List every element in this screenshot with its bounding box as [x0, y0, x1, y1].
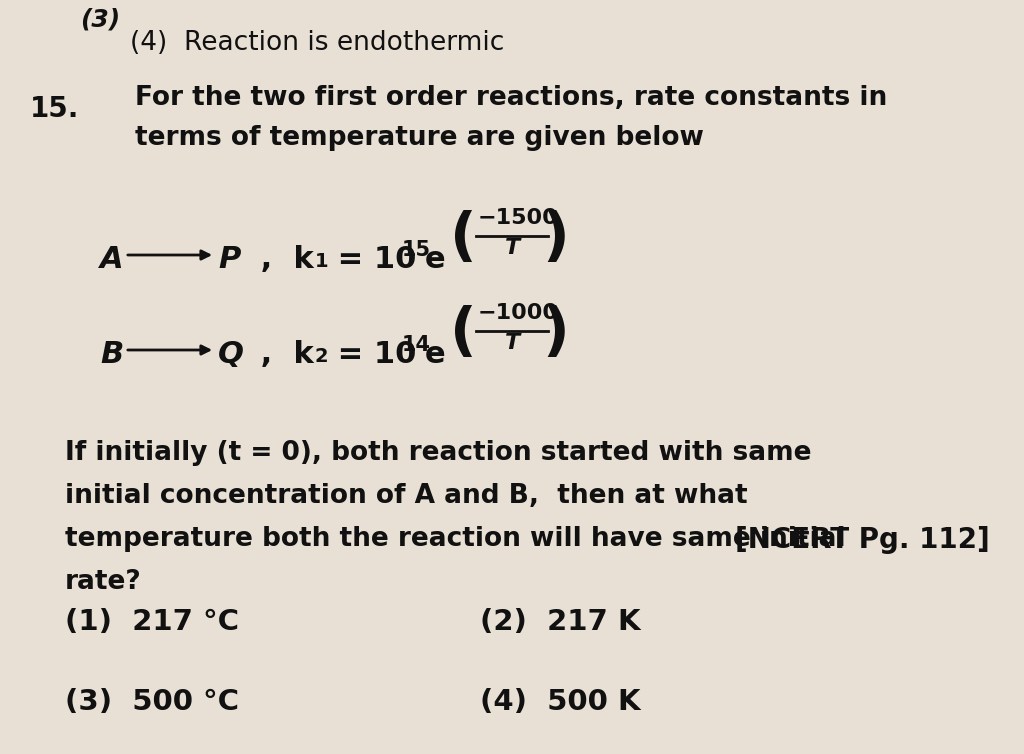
Text: B: B — [100, 340, 123, 369]
Text: (1)  217 °C: (1) 217 °C — [65, 608, 239, 636]
Text: temperature both the reaction will have same initial: temperature both the reaction will have … — [65, 526, 846, 552]
Text: ): ) — [542, 210, 568, 267]
Text: −1500: −1500 — [478, 208, 559, 228]
Text: T: T — [505, 238, 520, 258]
Text: terms of temperature are given below: terms of temperature are given below — [135, 125, 703, 151]
Text: 2: 2 — [315, 347, 329, 366]
Text: P: P — [218, 245, 241, 274]
Text: A: A — [100, 245, 124, 274]
Text: T: T — [505, 333, 520, 353]
Text: (4)  500 K: (4) 500 K — [480, 688, 640, 716]
Text: 15.: 15. — [30, 95, 80, 123]
Text: (: ( — [450, 305, 477, 362]
Text: e: e — [425, 340, 445, 369]
Text: If initially (t = 0), both reaction started with same: If initially (t = 0), both reaction star… — [65, 440, 811, 466]
Text: (3)  500 °C: (3) 500 °C — [65, 688, 239, 716]
Text: 14: 14 — [402, 335, 431, 355]
Text: Q: Q — [218, 340, 244, 369]
Text: 1: 1 — [315, 252, 329, 271]
Text: 15: 15 — [402, 240, 431, 260]
Text: ,  k: , k — [250, 340, 313, 369]
Text: e: e — [425, 245, 445, 274]
Text: (: ( — [450, 210, 477, 267]
Text: (3): (3) — [80, 8, 120, 32]
Text: = 10: = 10 — [327, 245, 417, 274]
Text: For the two first order reactions, rate constants in: For the two first order reactions, rate … — [135, 85, 887, 111]
Text: ): ) — [542, 305, 568, 362]
Text: −1000: −1000 — [478, 303, 559, 323]
Text: [NCERT Pg. 112]: [NCERT Pg. 112] — [735, 526, 990, 554]
Text: (4)  Reaction is endothermic: (4) Reaction is endothermic — [130, 30, 505, 56]
Text: ,  k: , k — [250, 245, 313, 274]
Text: initial concentration of A and B,  then at what: initial concentration of A and B, then a… — [65, 483, 748, 509]
Text: = 10: = 10 — [327, 340, 417, 369]
Text: rate?: rate? — [65, 569, 141, 595]
Text: (2)  217 K: (2) 217 K — [480, 608, 640, 636]
